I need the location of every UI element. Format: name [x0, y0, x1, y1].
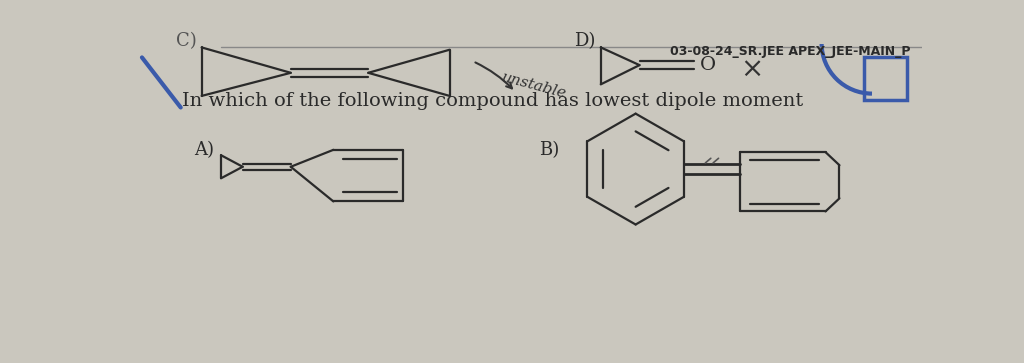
Text: D): D)	[573, 32, 595, 50]
Text: 03-08-24_SR.JEE APEX_JEE-MAIN_P: 03-08-24_SR.JEE APEX_JEE-MAIN_P	[671, 45, 910, 58]
Text: ×: ×	[740, 56, 764, 82]
Text: C): C)	[176, 32, 197, 50]
Text: A): A)	[194, 141, 214, 159]
Text: unstable: unstable	[500, 70, 568, 101]
Text: B): B)	[539, 141, 559, 159]
Text: In which of the following compound has lowest dipole moment: In which of the following compound has l…	[182, 92, 804, 110]
Text: O: O	[700, 56, 716, 74]
